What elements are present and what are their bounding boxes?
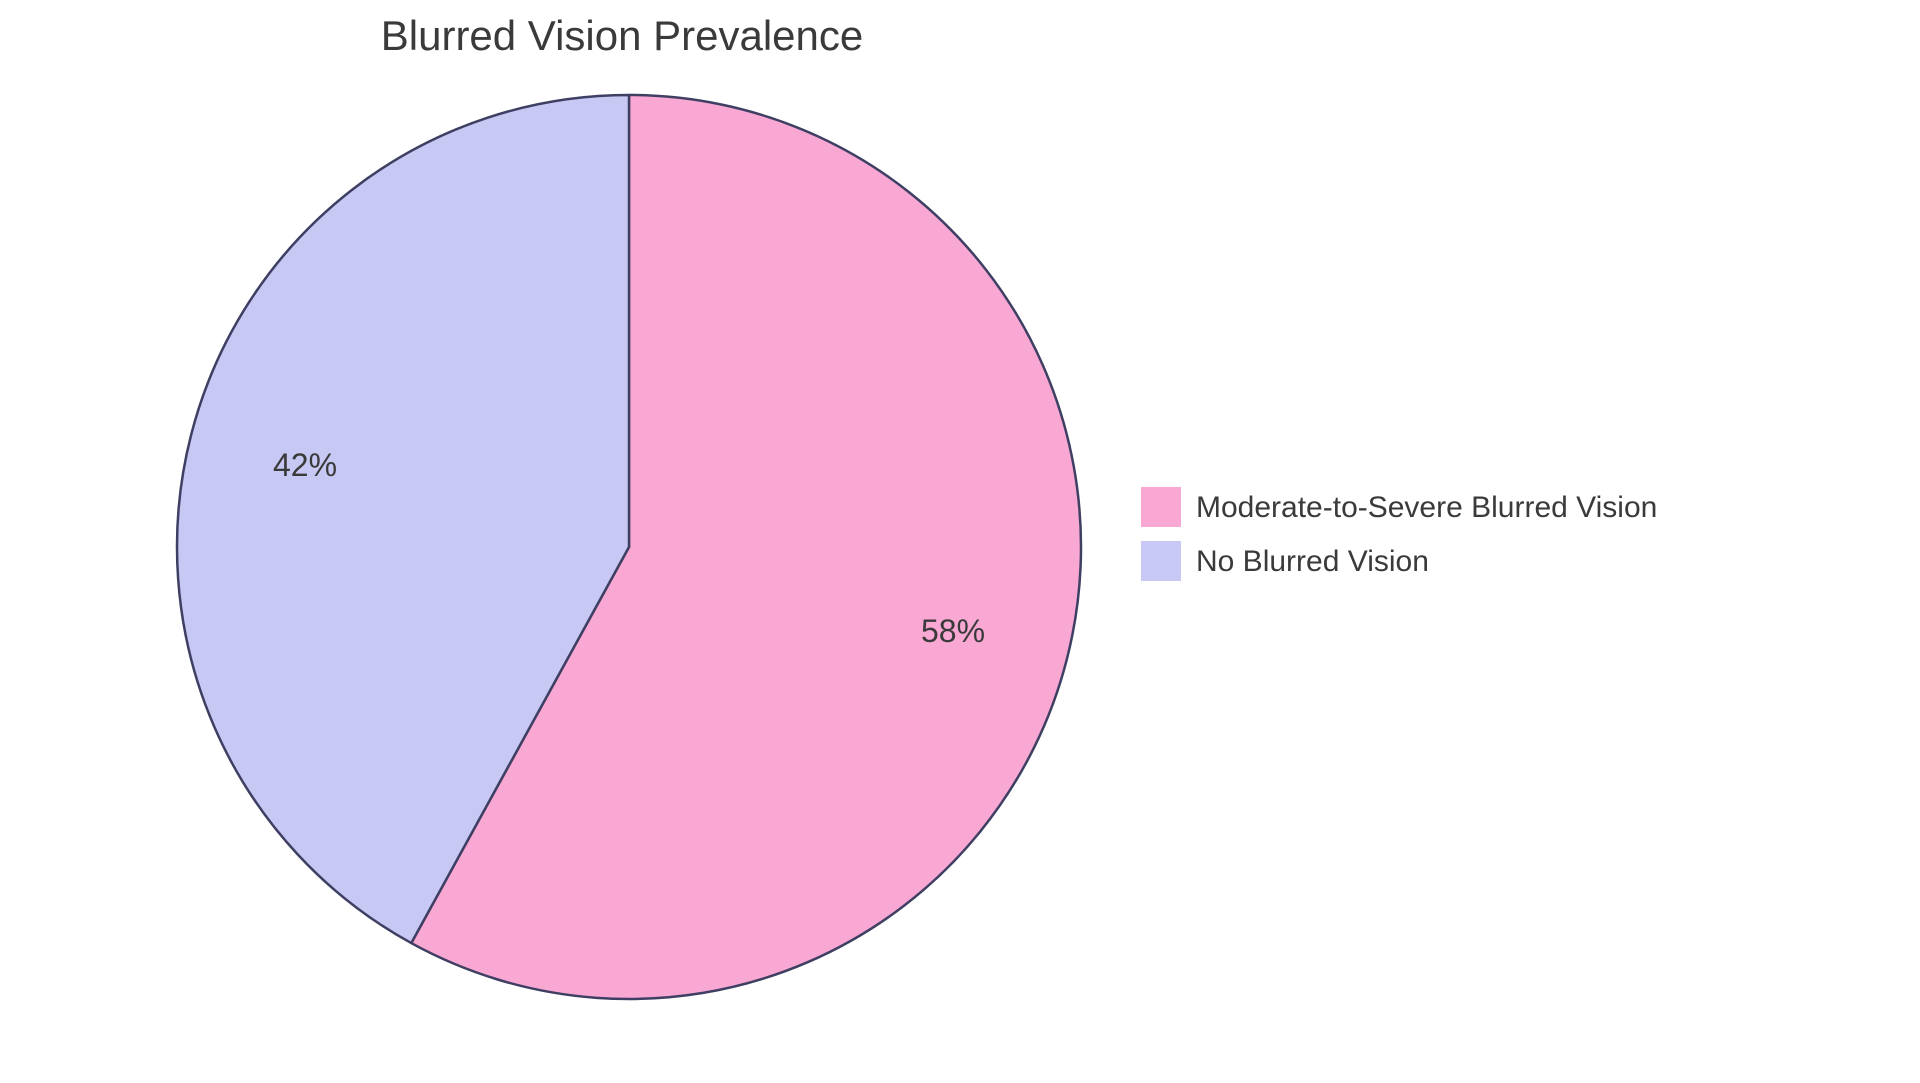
pie-slices	[175, 93, 1083, 1001]
pie-slice-pct-0: 58%	[921, 613, 985, 649]
legend-swatch-1	[1141, 541, 1181, 581]
legend-label-0: Moderate-to-Severe Blurred Vision	[1196, 491, 1657, 524]
chart-title: Blurred Vision Prevalence	[381, 12, 864, 59]
pie-slice-0	[410, 93, 1083, 1001]
legend: Moderate-to-Severe Blurred Vision No Blu…	[1141, 487, 1657, 581]
pie-labels: 58% 42%	[273, 447, 985, 649]
pie-slice-pct-1: 42%	[273, 447, 337, 483]
pie-slice-1	[175, 93, 631, 945]
legend-swatch-0	[1141, 487, 1181, 527]
legend-label-1: No Blurred Vision	[1196, 545, 1429, 578]
